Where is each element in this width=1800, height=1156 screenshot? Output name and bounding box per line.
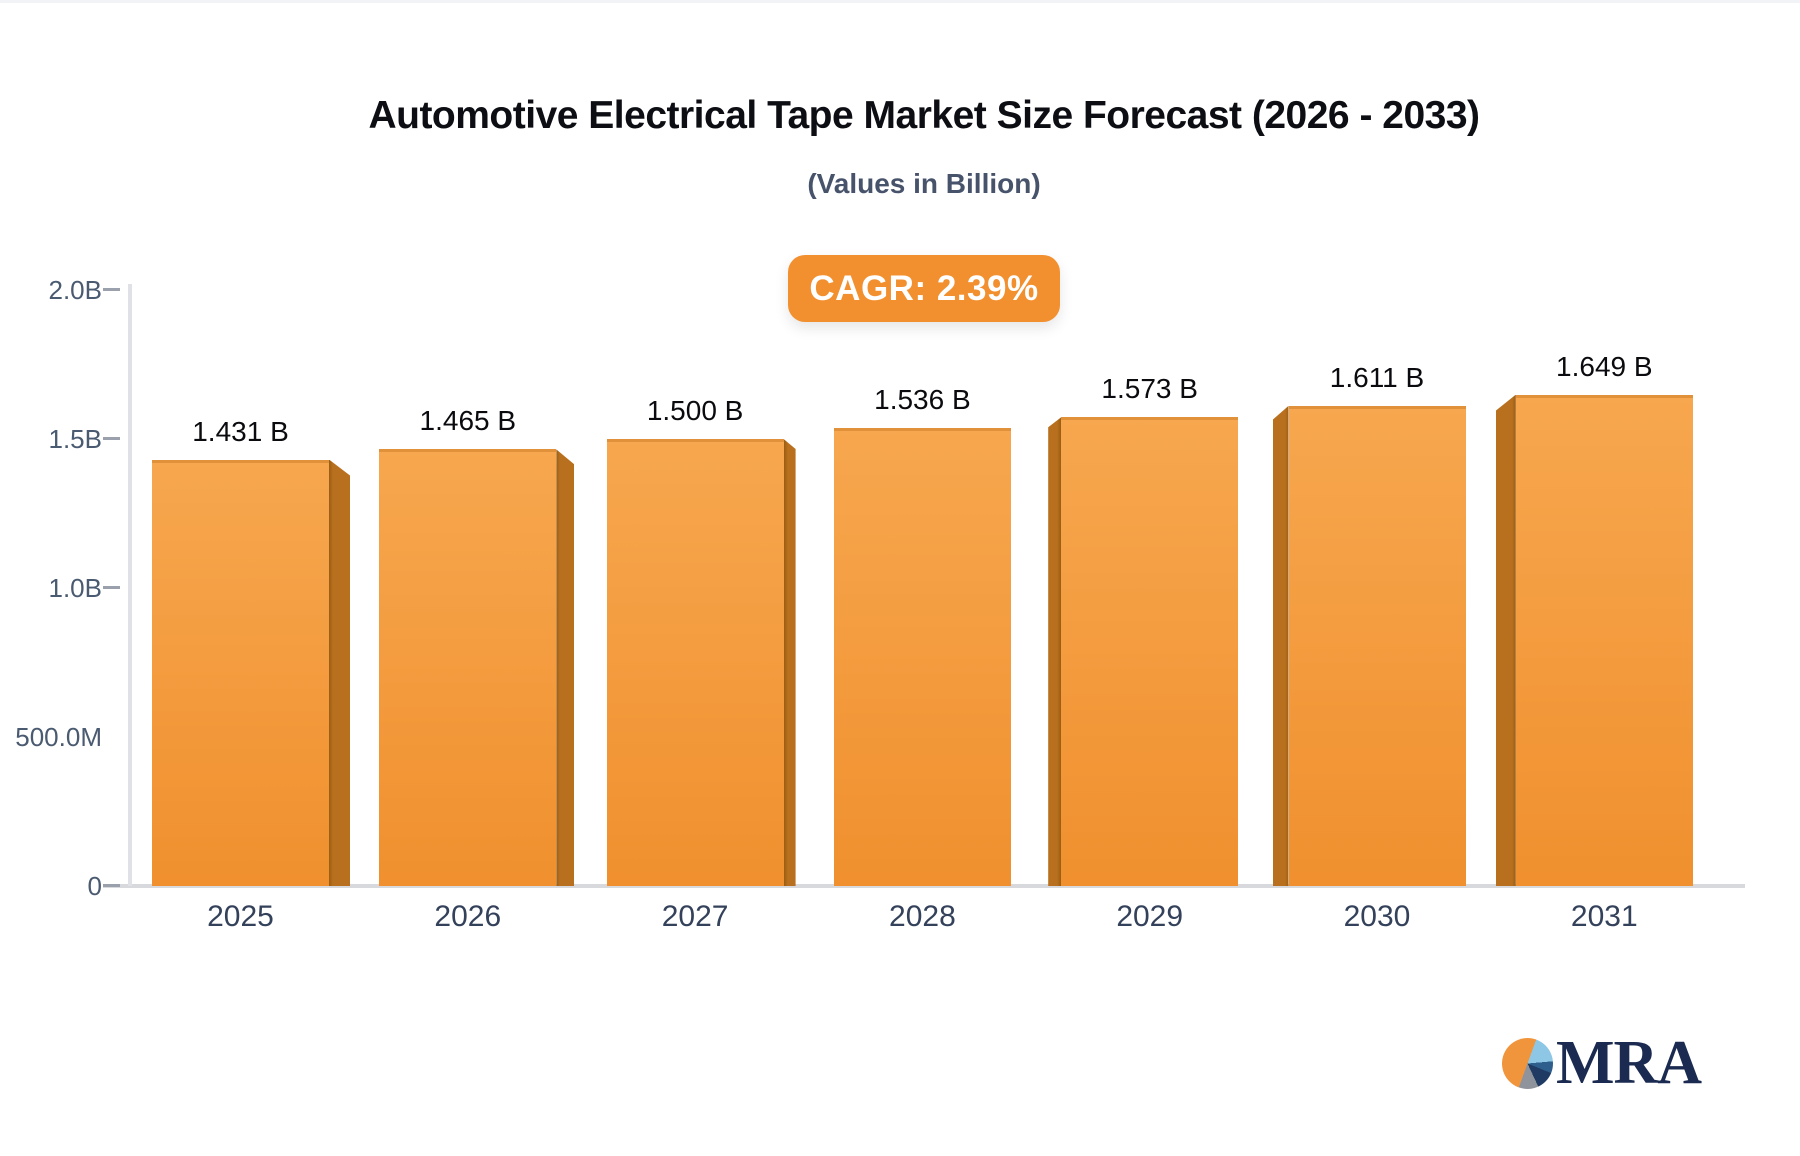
- y-axis-line: [128, 284, 132, 886]
- y-tick-dash: [103, 437, 120, 440]
- cagr-badge-label: CAGR: 2.39%: [809, 268, 1039, 308]
- mra-logo-pie-icon: [1502, 1038, 1553, 1089]
- x-axis-baseline: [103, 884, 1745, 888]
- chart-subtitle: (Values in Billion): [807, 168, 1041, 199]
- bar-value-label-2027: 1.500 B: [646, 395, 744, 426]
- y-tick-label: 1.0B: [48, 573, 103, 603]
- y-tick-label: 1.5B: [48, 424, 103, 454]
- bar-side-face-2031: [1495, 394, 1516, 886]
- y-tick-dash: [103, 884, 120, 887]
- bar-2031[interactable]: [1515, 394, 1693, 886]
- bar-2030[interactable]: [1288, 405, 1466, 886]
- y-tick-label: 2.0B: [48, 275, 103, 305]
- chart-title: Automotive Electrical Tape Market Size F…: [368, 94, 1480, 137]
- x-tick-label-2026: 2026: [434, 900, 502, 933]
- bar-value-label-2025: 1.431 B: [192, 415, 289, 447]
- bar-2026[interactable]: [379, 449, 557, 886]
- bar-side-face-2029: [1048, 417, 1062, 886]
- x-tick-label-2031: 2031: [1570, 900, 1638, 933]
- bar-value-label-2029: 1.573 B: [1101, 373, 1198, 405]
- bar-side-face-2025: [329, 459, 350, 886]
- page-top-border: [0, 0, 1800, 3]
- bar-value-label-2030: 1.611 B: [1329, 361, 1425, 393]
- x-tick-label-2025: 2025: [207, 900, 274, 933]
- x-tick-label-2030: 2030: [1343, 900, 1411, 933]
- bar-2028[interactable]: [833, 428, 1011, 886]
- bar-value-label-2031: 1.649 B: [1556, 350, 1653, 382]
- cagr-badge: CAGR: 2.39%: [788, 255, 1060, 322]
- bar-value-label-2026: 1.465 B: [419, 405, 517, 437]
- x-tick-label-2028: 2028: [889, 900, 956, 933]
- x-tick-label-2029: 2029: [1116, 900, 1184, 933]
- mra-logo-text: MRA: [1556, 1029, 1702, 1097]
- y-tick-label: 0: [87, 871, 102, 901]
- mra-logo: MRA: [1502, 1029, 1702, 1097]
- bar-side-face-2030: [1272, 405, 1289, 886]
- y-tick-dash: [103, 288, 120, 291]
- bar-value-label-2028: 1.536 B: [874, 384, 971, 416]
- bar-2027[interactable]: [606, 439, 784, 886]
- bar-2029[interactable]: [1061, 417, 1239, 886]
- bar-side-face-2027: [783, 439, 796, 886]
- bar-2025[interactable]: [152, 459, 329, 886]
- y-tick-dash: [103, 586, 120, 589]
- y-tick-label: 500.0M: [15, 722, 102, 752]
- x-tick-label-2027: 2027: [661, 900, 729, 933]
- bar-side-face-2026: [556, 449, 575, 886]
